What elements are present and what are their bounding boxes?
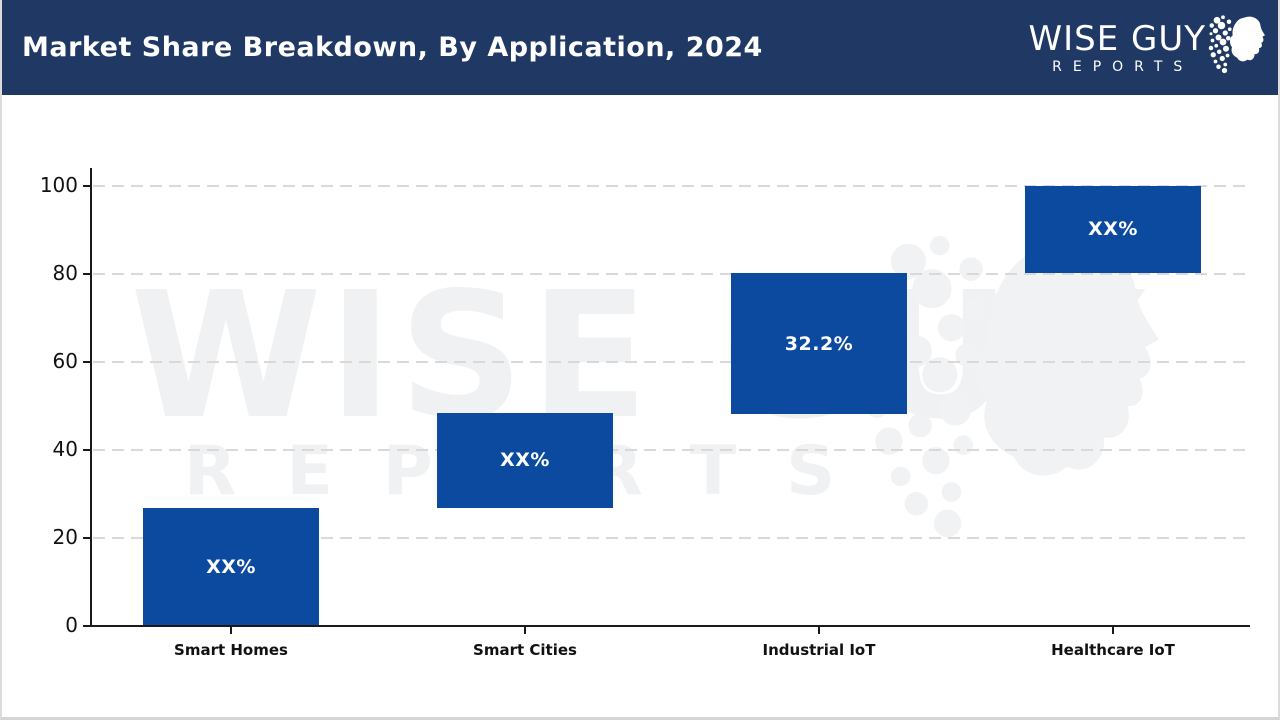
bar-value-label-healthcare-iot: XX%	[1088, 218, 1138, 241]
y-tickmark-60	[83, 361, 91, 363]
bar-value-label-industrial-iot: 32.2%	[784, 332, 854, 355]
x-tickmark-healthcare-iot	[1112, 627, 1114, 634]
bar-industrial-iot: 32.2%	[731, 272, 907, 415]
y-axis-line	[90, 168, 92, 627]
x-axis-line	[90, 625, 1250, 627]
y-tickmark-0	[83, 625, 91, 627]
y-tick-label-40: 40	[52, 437, 78, 461]
brand-wordmark: WISE GUY REPORTS	[1028, 22, 1206, 74]
y-tick-label-20: 20	[52, 525, 78, 549]
gridline-20	[93, 537, 1251, 539]
watermark-head-icon	[865, 235, 1159, 538]
brand-logo: WISE GUY REPORTS	[1028, 9, 1268, 87]
bar-smart-homes: XX%	[143, 507, 319, 626]
x-label-smart-homes: Smart Homes	[174, 641, 288, 659]
y-tick-label-0: 0	[65, 613, 78, 637]
x-label-healthcare-iot: Healthcare IoT	[1051, 641, 1175, 659]
x-label-smart-cities: Smart Cities	[473, 641, 577, 659]
y-tick-label-80: 80	[52, 261, 78, 285]
header: Market Share Breakdown, By Application, …	[2, 0, 1278, 95]
bar-healthcare-iot: XX%	[1025, 186, 1201, 273]
x-tickmark-industrial-iot	[818, 627, 820, 634]
x-label-industrial-iot: Industrial IoT	[762, 641, 876, 659]
x-tickmark-smart-homes	[230, 627, 232, 634]
bar-value-label-smart-cities: XX%	[500, 449, 550, 472]
bar-value-label-smart-homes: XX%	[206, 555, 256, 578]
y-tickmark-20	[83, 537, 91, 539]
page-title: Market Share Breakdown, By Application, …	[22, 32, 763, 63]
y-tick-label-60: 60	[52, 349, 78, 373]
brand-name: WISE GUY	[1028, 18, 1206, 59]
gridline-40	[93, 449, 1251, 451]
y-tickmark-100	[83, 185, 91, 187]
bar-smart-cities: XX%	[437, 413, 613, 508]
x-tickmark-smart-cities	[524, 627, 526, 634]
y-tickmark-40	[83, 449, 91, 451]
gridline-100	[93, 185, 1251, 187]
gridline-80	[93, 273, 1251, 275]
y-tickmark-80	[83, 273, 91, 275]
brand-head-icon	[1208, 14, 1265, 73]
y-tick-label-100: 100	[39, 173, 78, 197]
brand-subtitle: REPORTS	[1052, 58, 1194, 75]
gridline-60	[93, 361, 1251, 363]
